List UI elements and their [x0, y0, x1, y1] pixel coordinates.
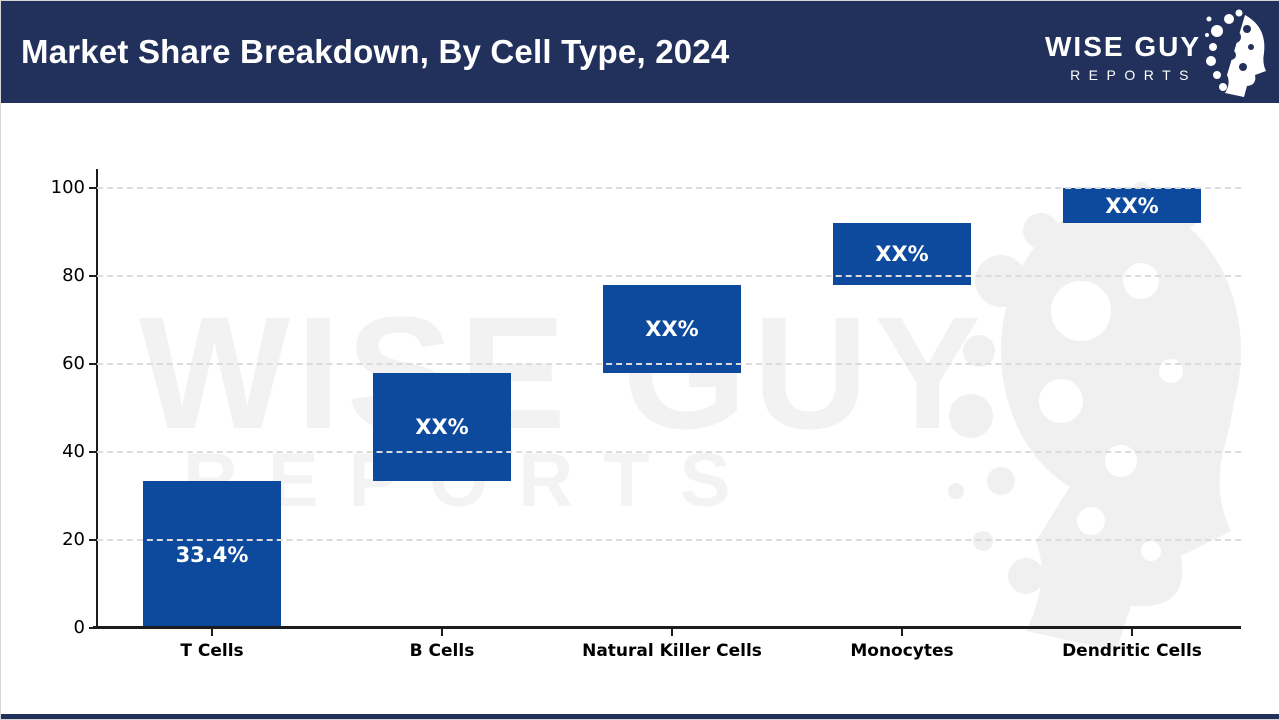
y-tick-label-80: 80: [62, 265, 85, 286]
y-tick-100: [89, 187, 97, 189]
x-category-label-b-cells: B Cells: [409, 641, 475, 661]
x-tick-dendritic-cells: [1131, 628, 1133, 636]
gridline-40: [97, 451, 1241, 453]
bar-natural-killer-cells: XX%: [603, 285, 741, 374]
bar-t-cells: 33.4%: [143, 481, 281, 628]
y-tick-label-20: 20: [62, 529, 85, 550]
y-tick-label-60: 60: [62, 353, 85, 374]
gridline-20: [97, 539, 1241, 541]
logo-reports-text: REPORTS: [1070, 67, 1197, 83]
x-axis: [93, 626, 1241, 629]
x-category-label-monocytes: Monocytes: [850, 641, 954, 661]
x-tick-b-cells: [441, 628, 443, 636]
logo-head-icon: [1205, 9, 1266, 97]
y-tick-80: [89, 275, 97, 277]
gridline-60: [97, 363, 1241, 365]
header-bar: Market Share Breakdown, By Cell Type, 20…: [1, 1, 1279, 103]
y-tick-0: [89, 627, 97, 629]
bar-dendritic-cells: XX%: [1063, 188, 1201, 224]
y-tick-40: [89, 451, 97, 453]
footer-bar: [1, 714, 1279, 719]
x-category-label-dendritic-cells: Dendritic Cells: [1062, 641, 1202, 661]
y-tick-60: [89, 363, 97, 365]
gridline-80: [97, 275, 1241, 277]
bar-value-label-b-cells: XX%: [415, 415, 469, 440]
wise-guy-reports-logo: WISE GUY REPORTS: [1017, 7, 1267, 99]
x-category-label-natural-killer-cells: Natural Killer Cells: [582, 641, 762, 661]
bar-value-label-monocytes: XX%: [875, 242, 929, 267]
y-tick-20: [89, 539, 97, 541]
bar-value-label-t-cells: 33.4%: [175, 542, 249, 567]
y-tick-label-40: 40: [62, 441, 85, 462]
bar-b-cells: XX%: [373, 373, 511, 482]
page-title: Market Share Breakdown, By Cell Type, 20…: [21, 33, 730, 70]
x-tick-natural-killer-cells: [671, 628, 673, 636]
logo-wise-guy-text: WISE GUY: [1044, 31, 1201, 62]
x-tick-t-cells: [211, 628, 213, 636]
bar-value-label-dendritic-cells: XX%: [1105, 193, 1159, 218]
x-category-label-t-cells: T Cells: [180, 641, 244, 661]
gridline-100: [97, 187, 1241, 189]
bar-value-label-natural-killer-cells: XX%: [645, 317, 699, 342]
y-tick-label-100: 100: [50, 177, 85, 198]
y-tick-label-0: 0: [73, 617, 85, 638]
y-axis: [96, 169, 98, 629]
bar-monocytes: XX%: [833, 223, 971, 286]
x-tick-monocytes: [901, 628, 903, 636]
